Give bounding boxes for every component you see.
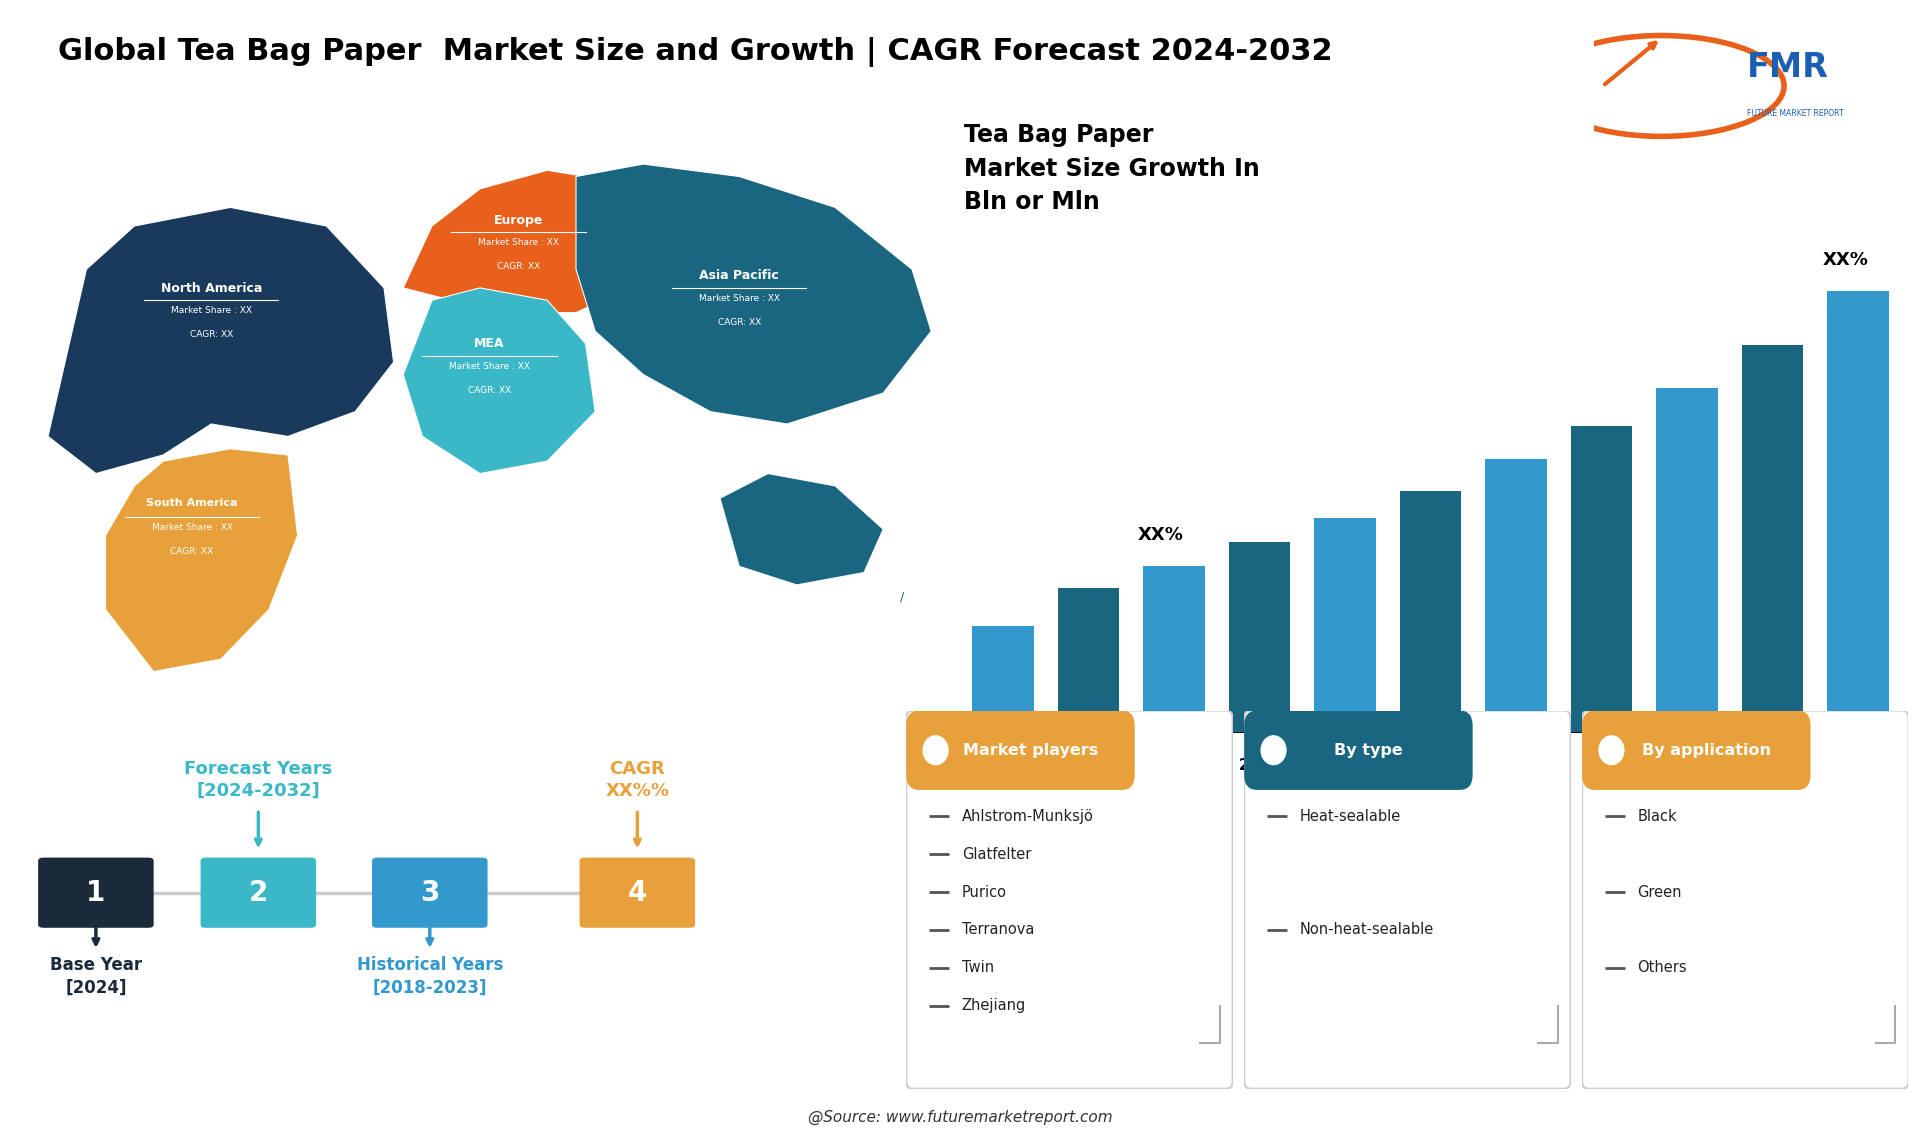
Text: Non-heat-sealable: Non-heat-sealable xyxy=(1300,923,1434,937)
Text: 2032: 2032 xyxy=(1837,758,1878,772)
Polygon shape xyxy=(403,171,672,313)
Text: 2022: 2022 xyxy=(983,758,1023,772)
Text: South America: South America xyxy=(146,499,238,509)
Text: 2030: 2030 xyxy=(1667,758,1707,772)
Polygon shape xyxy=(106,449,298,672)
Polygon shape xyxy=(576,164,931,424)
Text: Heat-sealable: Heat-sealable xyxy=(1300,809,1402,824)
Text: Market Share : XX: Market Share : XX xyxy=(152,523,232,532)
Text: 2: 2 xyxy=(250,879,269,906)
Text: Market players: Market players xyxy=(962,743,1098,758)
Text: 1: 1 xyxy=(86,879,106,906)
Text: Glatfelter: Glatfelter xyxy=(962,847,1031,862)
Text: CAGR: XX: CAGR: XX xyxy=(171,547,213,556)
Text: Asia Pacific: Asia Pacific xyxy=(699,269,780,282)
FancyBboxPatch shape xyxy=(200,857,317,928)
Text: Market Share : XX: Market Share : XX xyxy=(449,362,530,371)
FancyBboxPatch shape xyxy=(906,711,1233,1089)
Text: XX%: XX% xyxy=(1139,526,1185,544)
Bar xyxy=(1400,490,1461,733)
Text: CAGR: XX: CAGR: XX xyxy=(468,386,511,394)
Text: MEA: MEA xyxy=(474,337,505,351)
Text: 2026: 2026 xyxy=(1325,758,1365,772)
Text: 2027: 2027 xyxy=(1409,758,1452,772)
FancyBboxPatch shape xyxy=(580,857,695,928)
Bar xyxy=(1142,566,1204,733)
Text: Twin: Twin xyxy=(962,960,995,975)
FancyBboxPatch shape xyxy=(1244,711,1473,790)
Text: By application: By application xyxy=(1642,743,1770,758)
Bar xyxy=(1313,518,1375,733)
Text: Tea Bag Paper
Market Size Growth In
Bln or Mln: Tea Bag Paper Market Size Growth In Bln … xyxy=(964,124,1260,214)
FancyBboxPatch shape xyxy=(906,711,1135,790)
Text: CAGR: XX: CAGR: XX xyxy=(718,317,760,327)
Text: 2028: 2028 xyxy=(1496,758,1536,772)
Text: CAGR
XX%%: CAGR XX%% xyxy=(605,760,670,800)
Text: Ahlstrom-Munksjö: Ahlstrom-Munksjö xyxy=(962,809,1094,824)
Bar xyxy=(1229,542,1290,733)
Text: Europe: Europe xyxy=(493,213,543,227)
FancyBboxPatch shape xyxy=(1582,711,1908,1089)
Text: Terranova: Terranova xyxy=(962,923,1035,937)
Circle shape xyxy=(924,736,948,764)
Text: FMR: FMR xyxy=(1747,50,1830,84)
Bar xyxy=(1741,345,1803,733)
Text: 2029: 2029 xyxy=(1582,758,1622,772)
Text: CAGR: XX: CAGR: XX xyxy=(497,262,540,270)
Bar xyxy=(1571,426,1632,733)
FancyBboxPatch shape xyxy=(1582,711,1811,790)
Text: North America: North America xyxy=(161,282,261,295)
Bar xyxy=(972,626,1033,733)
FancyBboxPatch shape xyxy=(38,857,154,928)
Text: Historical Years
[2018-2023]: Historical Years [2018-2023] xyxy=(357,956,503,996)
Text: XX%: XX% xyxy=(1822,251,1868,269)
Text: 2023: 2023 xyxy=(1068,758,1108,772)
Text: 2024: 2024 xyxy=(1154,758,1194,772)
Circle shape xyxy=(1599,736,1624,764)
Text: Market Share : XX: Market Share : XX xyxy=(171,306,252,315)
Bar xyxy=(1486,458,1548,733)
Polygon shape xyxy=(403,288,595,473)
Text: 2031: 2031 xyxy=(1753,758,1793,772)
Text: @Source: www.futuremarketreport.com: @Source: www.futuremarketreport.com xyxy=(808,1110,1112,1125)
Text: FUTURE MARKET REPORT: FUTURE MARKET REPORT xyxy=(1747,109,1843,118)
Text: 2025: 2025 xyxy=(1238,758,1281,772)
Bar xyxy=(1058,588,1119,733)
Text: By type: By type xyxy=(1334,743,1404,758)
Text: Market Share : XX: Market Share : XX xyxy=(699,295,780,303)
Circle shape xyxy=(1261,736,1286,764)
Text: Purico: Purico xyxy=(962,885,1006,900)
Text: Global Tea Bag Paper  Market Size and Growth | CAGR Forecast 2024-2032: Global Tea Bag Paper Market Size and Gro… xyxy=(58,37,1332,66)
Polygon shape xyxy=(48,207,394,473)
FancyBboxPatch shape xyxy=(1244,711,1571,1089)
Bar xyxy=(1657,388,1718,733)
Text: Forecast Years
[2024-2032]: Forecast Years [2024-2032] xyxy=(184,760,332,800)
Text: 3: 3 xyxy=(420,879,440,906)
Text: CAGR: XX: CAGR: XX xyxy=(190,330,232,339)
Text: 4: 4 xyxy=(628,879,647,906)
Text: Market Share : XX: Market Share : XX xyxy=(478,238,559,248)
Text: /: / xyxy=(900,591,904,604)
Text: Base Year
[2024]: Base Year [2024] xyxy=(50,956,142,996)
FancyBboxPatch shape xyxy=(372,857,488,928)
Polygon shape xyxy=(720,473,883,584)
Bar xyxy=(1828,291,1889,733)
Text: Others: Others xyxy=(1638,960,1688,975)
Text: Zhejiang: Zhejiang xyxy=(962,998,1025,1013)
Text: Green: Green xyxy=(1638,885,1682,900)
Text: Black: Black xyxy=(1638,809,1678,824)
